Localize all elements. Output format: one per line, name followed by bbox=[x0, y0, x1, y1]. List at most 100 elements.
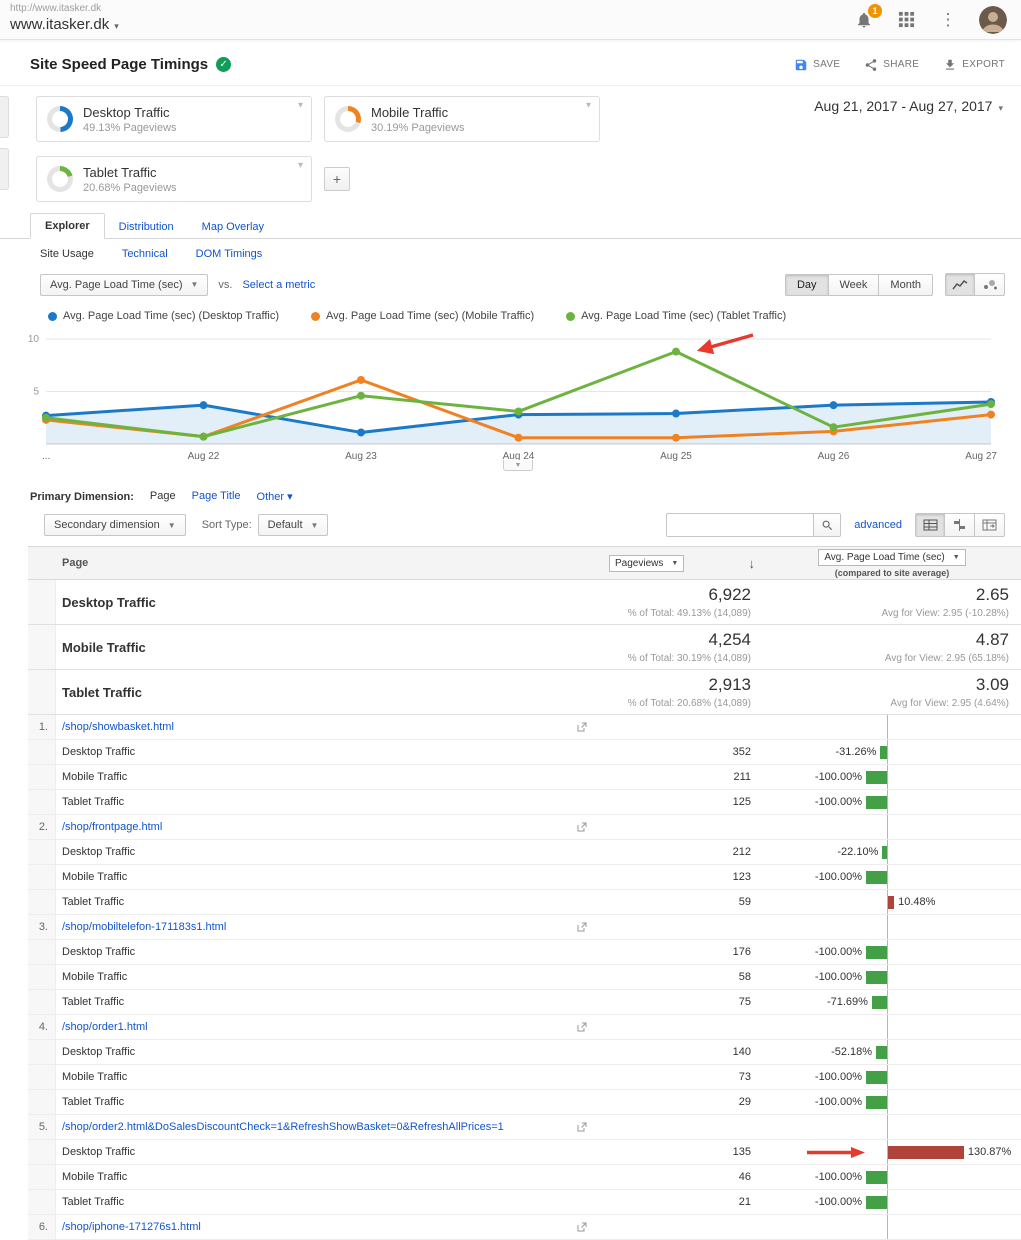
external-link-icon[interactable] bbox=[567, 822, 595, 832]
external-link-icon[interactable] bbox=[567, 1122, 595, 1132]
sort-descending-icon[interactable]: ↓ bbox=[748, 555, 756, 571]
table-toolbar: Secondary dimension ▼ Sort Type: Default ▼… bbox=[0, 507, 1021, 546]
chevron-down-icon[interactable]: ▾ bbox=[297, 160, 303, 171]
summary-row-tablet-traffic: Tablet Traffic 2,913 % of Total: 20.68% (1… bbox=[28, 670, 1021, 715]
subtab-dom-timings[interactable]: DOM Timings bbox=[195, 248, 263, 260]
svg-text:Aug 22: Aug 22 bbox=[188, 451, 220, 462]
primary-dimension-other[interactable]: Other ▾ bbox=[256, 491, 293, 503]
secondary-dimension-button[interactable]: Secondary dimension ▼ bbox=[44, 514, 186, 536]
delta-percent: -22.10% bbox=[837, 846, 879, 858]
report-header: Site Speed Page Timings ✓ SAVE SHARE EXP… bbox=[0, 40, 1021, 86]
table-search-input[interactable] bbox=[666, 513, 815, 537]
pivot-view-button[interactable] bbox=[975, 513, 1005, 537]
tab-map-overlay[interactable]: Map Overlay bbox=[201, 221, 265, 233]
summary-row-label: Tablet Traffic bbox=[62, 684, 142, 700]
delta-bar bbox=[888, 1146, 964, 1159]
export-button[interactable]: EXPORT bbox=[943, 58, 1005, 72]
page-link[interactable]: /shop/showbasket.html bbox=[62, 721, 174, 733]
delta-bar bbox=[866, 1096, 887, 1109]
account-selector[interactable]: www.itasker.dk ▾ bbox=[10, 15, 119, 36]
vertical-dots-icon: ⋮ bbox=[939, 10, 957, 29]
save-button[interactable]: SAVE bbox=[794, 58, 840, 72]
add-segment-button[interactable]: + bbox=[324, 167, 350, 191]
red-arrow-annotation bbox=[805, 1146, 867, 1159]
primary-dimension-page-title[interactable]: Page Title bbox=[191, 490, 241, 502]
data-table-view-button[interactable] bbox=[915, 513, 945, 537]
external-link-icon[interactable] bbox=[567, 1022, 595, 1032]
metric-total-note: Avg for View: 2.95 (-10.28%) bbox=[881, 608, 1009, 619]
chevron-down-icon[interactable]: ▾ bbox=[585, 100, 591, 111]
subtab-technical[interactable]: Technical bbox=[121, 248, 168, 260]
segment-label: Mobile Traffic bbox=[62, 1071, 128, 1083]
segment-donut-icon bbox=[335, 106, 361, 132]
metric-total-note: Avg for View: 2.95 (4.64%) bbox=[890, 698, 1009, 709]
segment-data-row: Mobile Traffic 46 -100.00% bbox=[28, 1165, 1021, 1190]
external-link-icon[interactable] bbox=[567, 1222, 595, 1232]
row-index: 5. bbox=[28, 1115, 56, 1139]
pageviews-total: 2,913 bbox=[708, 675, 751, 694]
sort-type-select[interactable]: Default ▼ bbox=[257, 514, 329, 536]
external-link-icon[interactable] bbox=[567, 722, 595, 732]
delta-percent: -52.18% bbox=[831, 1046, 873, 1058]
segment-card-tablet-traffic[interactable]: Tablet Traffic 20.68% Pageviews ▾ bbox=[36, 156, 312, 202]
svg-text:...: ... bbox=[42, 451, 50, 462]
granularity-month[interactable]: Month bbox=[879, 273, 933, 296]
delta-bar bbox=[866, 796, 887, 809]
table-search-button[interactable] bbox=[814, 513, 842, 537]
tab-explorer[interactable]: Explorer bbox=[30, 213, 105, 239]
notifications-button[interactable]: 1 bbox=[853, 3, 882, 31]
page-row: 5. /shop/order2.html&DoSalesDiscountCheck… bbox=[28, 1115, 1021, 1140]
page-link[interactable]: /shop/order1.html bbox=[62, 1021, 148, 1033]
page-link[interactable]: /shop/iphone-171276s1.html bbox=[62, 1221, 201, 1233]
segment-card-mobile-traffic[interactable]: Mobile Traffic 30.19% Pageviews ▾ bbox=[324, 96, 600, 142]
page-link[interactable]: /shop/order2.html&DoSalesDiscountCheck=1… bbox=[62, 1121, 504, 1133]
metric-column-select[interactable]: Avg. Page Load Time (sec) ▼ bbox=[818, 548, 966, 566]
select-metric-link[interactable]: Select a metric bbox=[242, 278, 316, 291]
index-column-header bbox=[28, 547, 56, 579]
legend-dot-icon bbox=[311, 311, 321, 321]
page-link[interactable]: /shop/mobiltelefon-171183s1.html bbox=[62, 921, 227, 933]
motion-chart-view-button[interactable] bbox=[975, 273, 1005, 296]
pivot-view-icon bbox=[982, 519, 997, 531]
data-table: Page Pageviews ▼ ↓ Avg. Page Load Time (s… bbox=[28, 546, 1021, 1240]
subtab-site-usage[interactable]: Site Usage bbox=[40, 248, 94, 260]
external-link-icon[interactable] bbox=[567, 922, 595, 932]
pageviews-value: 59 bbox=[738, 896, 751, 908]
motion-chart-icon bbox=[982, 279, 998, 291]
segment-data-row: Desktop Traffic 176 -100.00% bbox=[28, 940, 1021, 965]
notification-badge: 1 bbox=[868, 3, 882, 18]
annotations-toggle[interactable]: ▼ bbox=[503, 460, 533, 471]
more-options-button[interactable]: ⋮ bbox=[937, 9, 959, 31]
segment-card-desktop-traffic[interactable]: Desktop Traffic 49.13% Pageviews ▾ bbox=[36, 96, 312, 142]
metric-select[interactable]: Avg. Page Load Time (sec) ▼ bbox=[40, 273, 209, 296]
line-chart-view-button[interactable] bbox=[945, 273, 975, 296]
segment-label: Tablet Traffic bbox=[62, 796, 125, 808]
delta-bar bbox=[866, 1071, 887, 1084]
segment-data-row: Tablet Traffic 21 -100.00% bbox=[28, 1190, 1021, 1215]
search-icon bbox=[821, 519, 834, 532]
collapsed-panel-tab[interactable] bbox=[0, 148, 9, 190]
row-index: 3. bbox=[28, 915, 56, 939]
chevron-down-icon[interactable]: ▾ bbox=[297, 100, 303, 111]
apps-grid-button[interactable] bbox=[895, 9, 917, 31]
metric-toolbar: Avg. Page Load Time (sec) ▼ vs. Select a … bbox=[0, 269, 1021, 300]
timeseries-chart[interactable]: 5 10... Aug 22 Aug 23 Aug 24 Aug 25 Aug 26 Aug … bbox=[16, 326, 1005, 476]
share-button[interactable]: SHARE bbox=[864, 58, 919, 72]
collapsed-panel-tab[interactable] bbox=[0, 96, 9, 138]
segment-data-row: Mobile Traffic 123 -100.00% bbox=[28, 865, 1021, 890]
pageviews-column-header: Pageviews ▼ ↓ bbox=[595, 547, 763, 579]
page-link[interactable]: /shop/frontpage.html bbox=[62, 821, 163, 833]
date-range-picker[interactable]: Aug 21, 2017 - Aug 27, 2017 ▾ bbox=[814, 98, 1003, 114]
granularity-week[interactable]: Week bbox=[828, 273, 880, 296]
primary-dimension-page[interactable]: Page bbox=[149, 490, 176, 502]
segment-data-row: Desktop Traffic 140 -52.18% bbox=[28, 1040, 1021, 1065]
avatar[interactable] bbox=[979, 5, 1007, 34]
pageviews-value: 21 bbox=[738, 1196, 751, 1208]
comparison-view-button[interactable] bbox=[945, 513, 975, 537]
pageviews-column-select[interactable]: Pageviews ▼ bbox=[609, 554, 685, 572]
segment-label: Desktop Traffic bbox=[62, 1146, 136, 1158]
advanced-search-link[interactable]: advanced bbox=[854, 519, 902, 531]
tab-distribution[interactable]: Distribution bbox=[118, 221, 174, 233]
granularity-day[interactable]: Day bbox=[784, 273, 829, 296]
svg-text:5: 5 bbox=[33, 387, 39, 398]
